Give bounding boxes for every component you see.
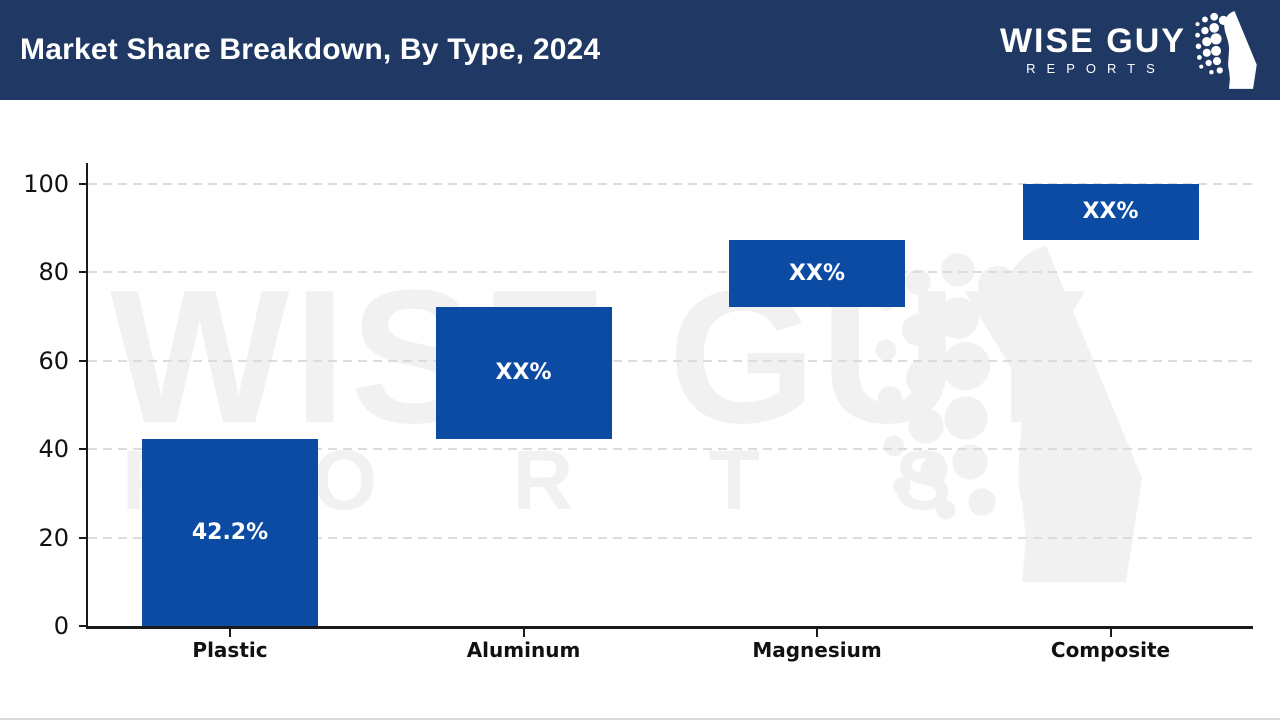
bar-value-label: XX% [495, 360, 552, 386]
watermark-head-icon [875, 246, 1155, 582]
y-tickmark [79, 182, 87, 185]
bar-aluminum: XX% [435, 306, 612, 440]
logo-subtitle: REPORTS [1026, 61, 1166, 76]
bar-plastic: 42.2% [142, 439, 318, 626]
x-category-label: Plastic [192, 638, 268, 662]
y-tick-label: 100 [23, 169, 69, 198]
page-title: Market Share Breakdown, By Type, 2024 [20, 33, 601, 66]
gridline-y60 [88, 359, 1253, 362]
y-tick-label: 60 [38, 346, 69, 375]
y-tickmark [79, 536, 87, 539]
x-tickmark [1109, 628, 1112, 637]
x-tickmark [816, 628, 818, 637]
bar-composite: XX% [1022, 183, 1199, 240]
bar-value-label: XX% [1082, 199, 1139, 225]
y-tickmark [79, 359, 87, 362]
x-category-label: Composite [1050, 638, 1171, 662]
bar-magnesium: XX% [729, 239, 905, 307]
bar-value-label: 42.2% [191, 520, 269, 546]
gridline-y100 [88, 182, 1253, 185]
wise-guy-logo: WISE GUY REPORTS [1000, 6, 1266, 94]
y-axis-line [86, 163, 88, 628]
gridline-y20 [88, 536, 1253, 539]
x-category-label: Magnesium [752, 638, 882, 662]
gridline-y40 [88, 448, 1253, 450]
x-axis-line [86, 626, 1253, 629]
x-tickmark [522, 628, 525, 637]
dotted-head-icon [1195, 11, 1260, 89]
y-tickmark [79, 625, 87, 627]
y-tick-label: 40 [38, 435, 69, 463]
y-tick-label: 0 [53, 612, 69, 640]
gridline-y80 [88, 271, 1253, 273]
y-tick-label: 20 [38, 523, 69, 552]
logo-wordmark: WISE GUY [999, 22, 1186, 60]
header-bar: Market Share Breakdown, By Type, 2024 WI… [0, 0, 1280, 100]
y-tickmark [79, 271, 87, 273]
y-tickmark [79, 448, 87, 450]
bar-value-label: XX% [789, 260, 845, 286]
x-category-label: Aluminum [466, 638, 581, 662]
y-tick-label: 80 [38, 258, 69, 286]
x-tickmark [229, 628, 231, 637]
